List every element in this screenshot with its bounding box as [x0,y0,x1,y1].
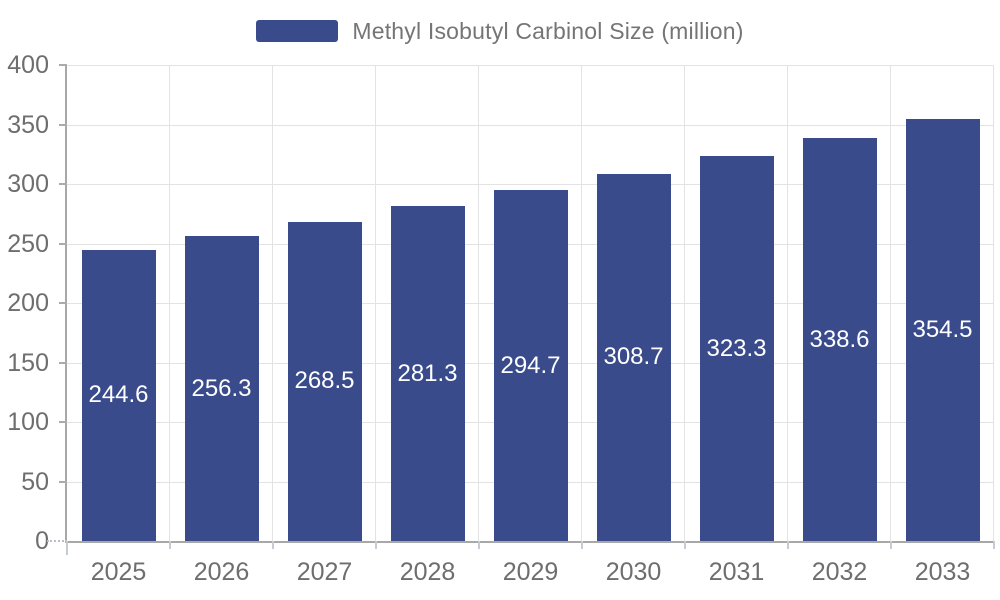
bar-value-label: 256.3 [191,374,252,402]
x-axis-label: 2032 [811,558,868,586]
y-axis-tick-label: 100 [7,408,49,436]
y-tick-mark [47,540,67,542]
x-tick-mark [169,541,171,549]
bar-value-label: 281.3 [397,359,458,387]
bar-2030[interactable]: 308.7 [596,173,671,541]
y-axis-tick-label: 300 [7,170,49,198]
bar-2033[interactable]: 354.5 [905,119,980,541]
y-gridline [67,184,994,185]
y-axis-tick-label: 150 [7,348,49,377]
bar-value-label: 308.7 [603,343,664,371]
y-tick-mark [59,480,67,483]
bar-2025[interactable]: 244.6 [81,249,156,541]
x-gridline [478,65,479,541]
y-tick-mark [59,421,67,423]
x-tick-mark [684,541,686,549]
x-tick-mark [478,541,480,549]
x-gridline [169,65,170,541]
x-tick-mark [581,541,583,549]
x-axis-label: 2029 [502,558,559,586]
y-axis-tick-label: 400 [7,51,49,79]
legend-swatch-icon[interactable] [256,20,339,42]
y-gridline [67,65,994,66]
y-axis-tick-label: 50 [21,467,49,496]
bar-2027[interactable]: 268.5 [287,221,362,541]
x-axis-label: 2033 [914,558,971,586]
x-tick-mark [375,541,377,549]
x-tick-mark [787,541,789,549]
bar-2031[interactable]: 323.3 [699,156,774,541]
bar-value-label: 354.5 [912,316,973,344]
bar-2026[interactable]: 256.3 [184,236,259,541]
x-axis-label: 2027 [296,558,353,586]
bar-2029[interactable]: 294.7 [493,190,568,541]
bar-value-label: 323.3 [706,334,767,362]
y-axis-tick-label: 250 [7,229,49,258]
x-tick-mark [993,541,995,549]
y-gridline [67,124,994,126]
x-axis-label: 2026 [193,558,250,586]
y-tick-mark [59,64,67,66]
x-axis-label: 2025 [90,558,147,586]
x-tick-mark [890,541,892,549]
x-gridline [375,65,376,541]
legend[interactable]: Methyl Isobutyl Carbinol Size (million) [0,15,1000,47]
x-gridline [993,65,994,541]
x-gridline [890,65,891,541]
y-tick-mark [59,183,67,185]
y-tick-mark [59,242,67,245]
bar-value-label: 268.5 [294,367,355,395]
x-tick-mark [66,541,68,555]
plot-area: 0 50 100 150 200 250 300 350 400 244.6 2025 256.3 20… [7,52,995,586]
x-gridline [684,65,685,541]
legend-label[interactable]: Methyl Isobutyl Carbinol Size (million) [352,17,744,44]
x-axis-label: 2030 [605,558,662,586]
y-axis-tick-label: 350 [7,110,49,139]
bar-value-label: 294.7 [500,351,561,379]
y-axis-tick-label: 0 [35,527,49,555]
y-tick-mark [59,302,67,304]
bar-2028[interactable]: 281.3 [390,206,465,541]
y-axis-tick-label: 200 [7,289,49,317]
bar-value-label: 338.6 [809,325,870,353]
x-gridline [581,65,582,541]
y-tick-mark [59,361,67,364]
x-axis-label: 2028 [399,558,456,586]
x-gridline [272,65,273,541]
x-axis-label: 2031 [708,558,765,586]
bar-value-label: 244.6 [88,381,149,409]
bar-2032[interactable]: 338.6 [802,138,877,541]
x-tick-mark [272,541,274,549]
y-tick-mark [59,123,67,126]
x-gridline [787,65,788,541]
